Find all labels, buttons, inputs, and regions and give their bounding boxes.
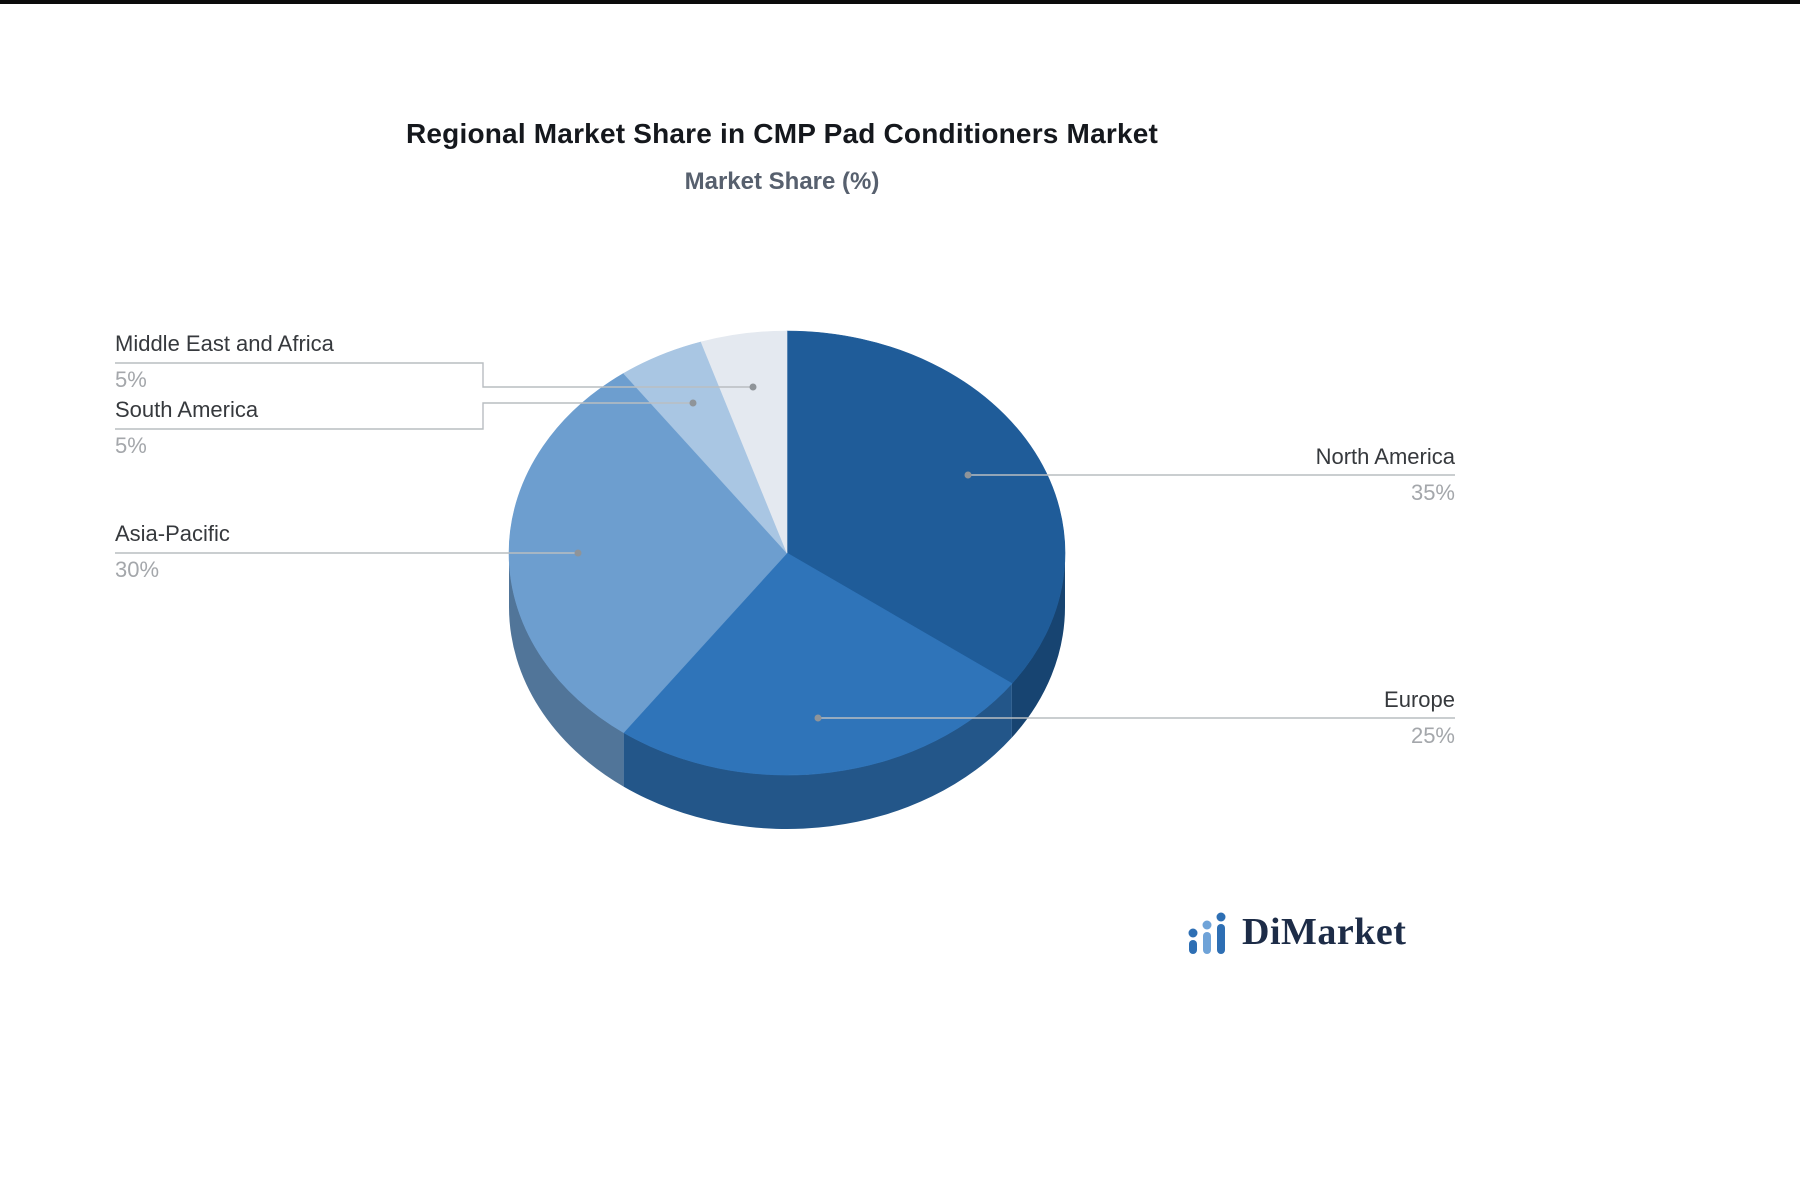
label-name: Middle East and Africa	[115, 331, 334, 356]
label-value: 35%	[1410, 480, 1455, 505]
label-middle-east-and-africa: Middle East and Africa 5%	[115, 330, 334, 394]
brand-logo: DiMarket	[1186, 906, 1406, 956]
label-name: Europe	[1384, 687, 1455, 712]
leader-line-middle-east-and-africa	[115, 362, 753, 388]
leader-dot-middle-east-and-africa	[749, 383, 757, 391]
label-name: North America	[1315, 444, 1455, 469]
label-value: 30%	[115, 557, 160, 582]
label-europe: Europe 25%	[1384, 686, 1455, 750]
leader-dot-europe	[814, 714, 822, 722]
leader-lines	[115, 362, 1455, 719]
chart-subtitle: Market Share (%)	[684, 168, 880, 195]
window-top-edge	[0, 0, 1800, 4]
leader-dot-asia-pacific	[574, 549, 582, 557]
label-value: 5%	[115, 367, 147, 392]
pie-slices	[508, 330, 1066, 776]
pie-3d-rim	[509, 553, 1065, 829]
leader-dot-north-america	[964, 471, 972, 479]
label-south-america: South America 5%	[115, 396, 258, 460]
leader-dot-south-america	[689, 399, 697, 407]
brand-logo-icon	[1188, 912, 1226, 954]
label-name: Asia-Pacific	[115, 521, 230, 546]
label-name: South America	[115, 397, 259, 422]
label-value: 5%	[115, 433, 147, 458]
brand-logo-text: DiMarket	[1242, 911, 1407, 953]
pie-rim-north-america	[1011, 553, 1065, 738]
leader-line-south-america	[115, 402, 693, 430]
label-value: 25%	[1410, 723, 1455, 748]
pie-slice-north-america	[786, 330, 1066, 684]
label-asia-pacific: Asia-Pacific 30%	[115, 520, 230, 584]
label-north-america: North America 35%	[1316, 443, 1455, 507]
leader-dots	[574, 383, 972, 722]
pie-rim-europe	[623, 683, 1012, 829]
chart-title: Regional Market Share in CMP Pad Conditi…	[405, 118, 1159, 149]
pie-slice-europe	[623, 552, 1013, 776]
pie-rim-asia-pacific	[509, 553, 624, 787]
